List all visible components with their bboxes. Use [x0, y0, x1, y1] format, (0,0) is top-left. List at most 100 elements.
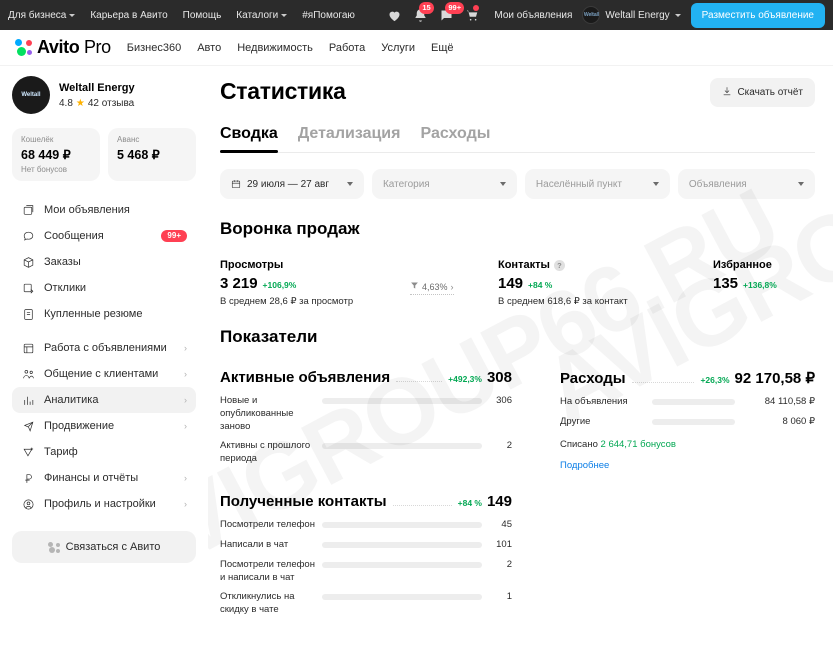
- funnel-contacts-value-row: 149 +84 %: [498, 275, 713, 292]
- wallet-card[interactable]: Кошелёк 68 449 ₽ Нет бонусов: [12, 128, 100, 181]
- funnel-favorites-block: Избранное 135 +136,8%: [713, 259, 815, 307]
- dotted-leader: [392, 505, 452, 507]
- sidebar-item-profile-settings[interactable]: Профиль и настройки ›: [12, 491, 196, 517]
- topnav-user-menu[interactable]: Weltall Weltall Energy: [582, 6, 681, 24]
- metric-bar-track: [322, 594, 482, 601]
- chevron-down-icon: [499, 182, 506, 186]
- received-contacts-title: Полученные контакты: [220, 493, 387, 511]
- sidebar-item-responses[interactable]: Отклики: [12, 275, 196, 301]
- category-filter[interactable]: Категория: [371, 169, 517, 199]
- expenses-header: Расходы +26,3% 92 170,58 ₽: [560, 369, 815, 387]
- chevron-down-icon: [798, 182, 805, 186]
- sidebar-item-work-with-ads[interactable]: Работа с объявлениями ›: [12, 335, 196, 361]
- topnav-item-help[interactable]: Помощь: [183, 10, 222, 21]
- topnav-item-catalogs[interactable]: Каталоги: [236, 10, 288, 21]
- metric-row: Откликнулись на скидку в чате 1: [220, 591, 512, 617]
- metric-row: На объявления 84 110,58 ₽: [560, 396, 815, 409]
- pro-link-services[interactable]: Услуги: [381, 41, 416, 54]
- received-contacts-delta: +84 %: [457, 498, 482, 509]
- metric-value: 101: [496, 538, 512, 550]
- messages-count-badge: 99+: [161, 230, 187, 242]
- topnav-item-help-hashtag[interactable]: #яПомогаю: [302, 10, 355, 21]
- expenses-bonus-prefix: Списано: [560, 438, 601, 450]
- metric-value: 8 060 ₽: [782, 415, 815, 427]
- avito-pro-logo[interactable]: Avito Pro: [15, 37, 111, 58]
- topnav-label: Помощь: [182, 9, 222, 21]
- sidebar-item-finance-reports[interactable]: Финансы и отчёты ›: [12, 465, 196, 491]
- sidebar-item-my-ads[interactable]: Мои объявления: [12, 197, 196, 223]
- topnav-item-career[interactable]: Карьера в Авито: [90, 10, 167, 21]
- contact-avito-button[interactable]: Связаться с Авито: [12, 531, 196, 563]
- dotted-leader: [396, 381, 443, 382]
- active-ads-title: Активные объявления: [220, 369, 391, 386]
- sidebar-item-promotion[interactable]: Продвижение ›: [12, 413, 196, 439]
- ads-filter[interactable]: Объявления: [677, 169, 816, 199]
- pro-link-work[interactable]: Работа: [328, 41, 366, 54]
- chat-icon[interactable]: 99+: [438, 2, 465, 23]
- avito-logo-icon: [15, 39, 32, 56]
- pro-link-realty[interactable]: Недвижимость: [237, 41, 313, 54]
- metric-label: Посмотрели телефон: [220, 519, 315, 531]
- star-icon: ★: [75, 97, 85, 109]
- sidebar-profile[interactable]: Weltall Weltall Energy 4.8 ★ 42 отзыва: [12, 76, 196, 114]
- pro-link-business360[interactable]: Бизнес360: [126, 41, 182, 54]
- logo-pro: Pro: [83, 37, 111, 57]
- topnav-label: Карьера в Авито: [90, 9, 168, 21]
- tab-summary[interactable]: Сводка: [220, 125, 278, 153]
- post-ad-button[interactable]: Разместить объявление: [690, 2, 825, 28]
- sidebar-item-client-communication[interactable]: Общение с клиентами ›: [12, 361, 196, 387]
- contact-avito-label: Связаться с Авито: [65, 541, 161, 553]
- messages-badge: 99+: [445, 2, 465, 14]
- metric-value: 1: [506, 591, 512, 603]
- metric-value: 45: [501, 519, 512, 531]
- funnel-contacts-label: Контакты: [498, 259, 550, 271]
- funnel-views-value-row: 3 219 +106,9%: [220, 275, 498, 292]
- metric-row: Посмотрели телефон и написали в чат 2: [220, 559, 512, 585]
- expenses-rows: На объявления 84 110,58 ₽ Другие 8 060 ₽: [560, 396, 815, 429]
- received-contacts-rows: Посмотрели телефон 45 Написали в чат 101…: [220, 519, 512, 617]
- heart-icon[interactable]: [386, 7, 402, 23]
- chevron-right-icon: ›: [450, 281, 454, 292]
- date-range-filter[interactable]: 29 июля — 27 авг: [220, 169, 364, 199]
- sidebar-item-analytics[interactable]: Аналитика ›: [12, 387, 196, 413]
- ads-icon: [21, 203, 35, 217]
- metric-label: Новые и опубликованные заново: [220, 395, 294, 432]
- metric-bar-track: [652, 399, 735, 405]
- chevron-right-icon: ›: [184, 343, 187, 353]
- topnav-item-business[interactable]: Для бизнеса: [8, 9, 76, 21]
- expenses-more-link[interactable]: Подробнее: [560, 459, 610, 471]
- funnel-favorites-label: Избранное: [713, 259, 772, 271]
- expenses-bonus-value: 2 644,71 бонусов: [600, 438, 676, 450]
- topnav-label: Для бизнеса: [8, 9, 67, 21]
- logo-text: Avito Pro: [37, 37, 111, 58]
- info-icon[interactable]: ?: [553, 259, 565, 271]
- work-ads-icon: [21, 341, 35, 355]
- tab-expenses[interactable]: Расходы: [420, 125, 491, 142]
- funnel-conversion-value: 4,63%: [422, 281, 448, 292]
- pro-link-auto[interactable]: Авто: [197, 41, 222, 54]
- cart-icon[interactable]: [464, 5, 480, 23]
- sidebar-item-purchased-resumes[interactable]: Купленные резюме: [12, 301, 196, 327]
- resume-icon: [21, 307, 35, 321]
- sidebar-item-tariff[interactable]: Тариф: [12, 439, 196, 465]
- tab-detalization[interactable]: Детализация: [297, 125, 401, 142]
- pro-link-more[interactable]: Ещё: [431, 41, 454, 54]
- chevron-down-icon: [652, 182, 659, 186]
- advance-card[interactable]: Аванс 5 468 ₽: [108, 128, 196, 181]
- sidebar-item-orders[interactable]: Заказы: [12, 249, 196, 275]
- topnav-user-name: Weltall Energy: [605, 9, 670, 21]
- clients-icon: [21, 367, 35, 381]
- expenses-total: 92 170,58 ₽: [734, 370, 815, 387]
- bell-icon[interactable]: 15: [412, 2, 434, 23]
- funnel-favorites-value: 135: [713, 275, 739, 292]
- sidebar-item-messages[interactable]: Сообщения 99+: [12, 223, 196, 249]
- download-report-button[interactable]: Скачать отчёт: [710, 78, 815, 107]
- topnav-my-ads-link[interactable]: Мои объявления: [494, 10, 572, 21]
- sidebar-item-label: Заказы: [44, 256, 81, 268]
- city-filter[interactable]: Населённый пункт: [524, 169, 670, 199]
- topnav-my-ads-label: Мои объявления: [494, 9, 573, 21]
- funnel-views-delta: +106,9%: [262, 280, 297, 290]
- funnel-conversion-chip[interactable]: 4,63% ›: [410, 281, 454, 295]
- metric-bar-track: [322, 398, 482, 404]
- funnel-contacts-delta: +84 %: [528, 280, 553, 290]
